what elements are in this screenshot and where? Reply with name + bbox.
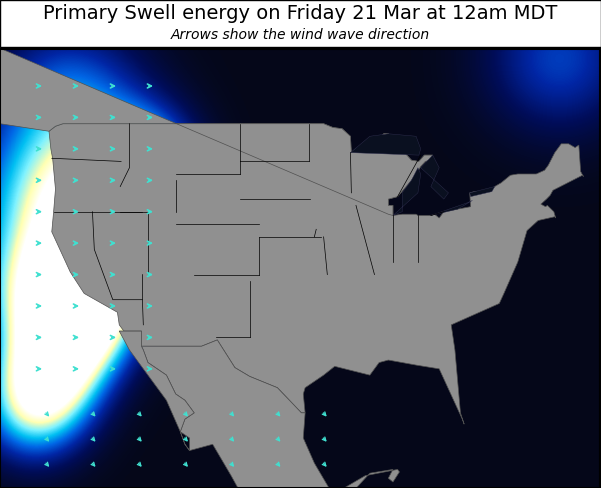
Polygon shape [119, 331, 400, 490]
Polygon shape [431, 200, 472, 216]
Polygon shape [470, 187, 495, 196]
Polygon shape [421, 155, 448, 199]
Polygon shape [393, 168, 421, 216]
Polygon shape [0, 49, 433, 216]
Polygon shape [119, 331, 194, 451]
Polygon shape [350, 134, 421, 155]
Text: Primary Swell energy on Friday 21 Mar at 12am MDT: Primary Swell energy on Friday 21 Mar at… [43, 3, 558, 23]
Polygon shape [49, 123, 584, 424]
Text: Arrows show the wind wave direction: Arrows show the wind wave direction [171, 28, 430, 42]
